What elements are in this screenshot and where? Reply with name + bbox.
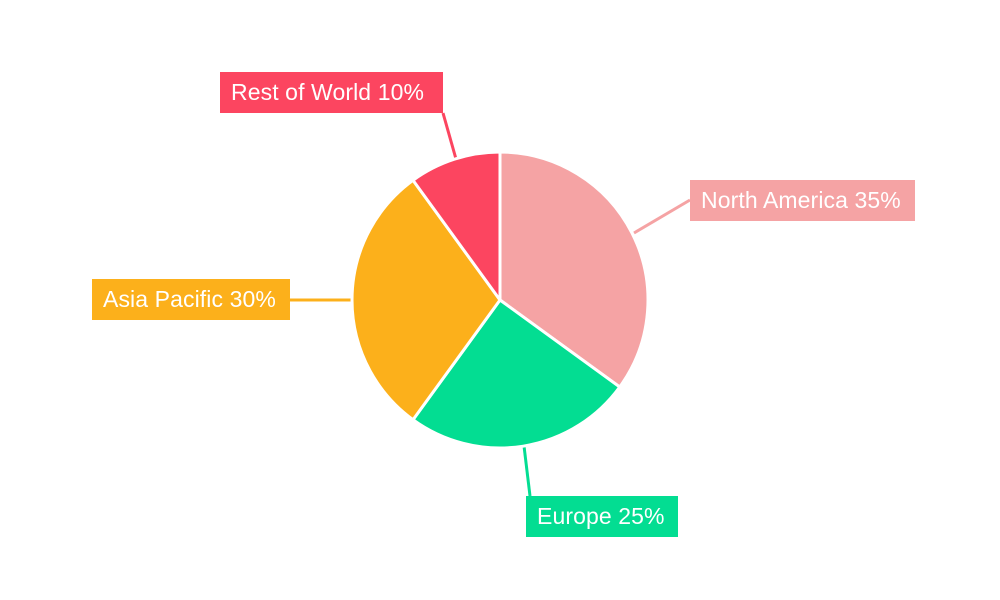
- pie-label-north-america-text: North America 35%: [701, 187, 901, 213]
- pie-label-europe-text: Europe 25%: [537, 503, 665, 529]
- pie-slice-rest-of-world[interactable]: [411, 150, 502, 302]
- leader-line-rest-of-world: [441, 112, 458, 160]
- pie-label-north-america: North America 35%: [690, 180, 915, 221]
- pie-slice-north-america[interactable]: [498, 150, 650, 389]
- pie-label-europe: Europe 25%: [526, 496, 678, 537]
- pie-slice-europe[interactable]: [411, 298, 622, 450]
- pie-slice-asia-pacific[interactable]: [350, 178, 502, 422]
- pie-label-rest-of-world-text: Rest of World 10%: [231, 79, 425, 105]
- leader-line-europe: [522, 445, 532, 497]
- pie-label-asia-pacific-text: Asia Pacific 30%: [103, 286, 276, 312]
- pie-label-asia-pacific: Asia Pacific 30%: [92, 279, 290, 320]
- pie-label-rest-of-world: Rest of World 10%: [220, 72, 443, 113]
- leader-line-north-america: [633, 198, 691, 235]
